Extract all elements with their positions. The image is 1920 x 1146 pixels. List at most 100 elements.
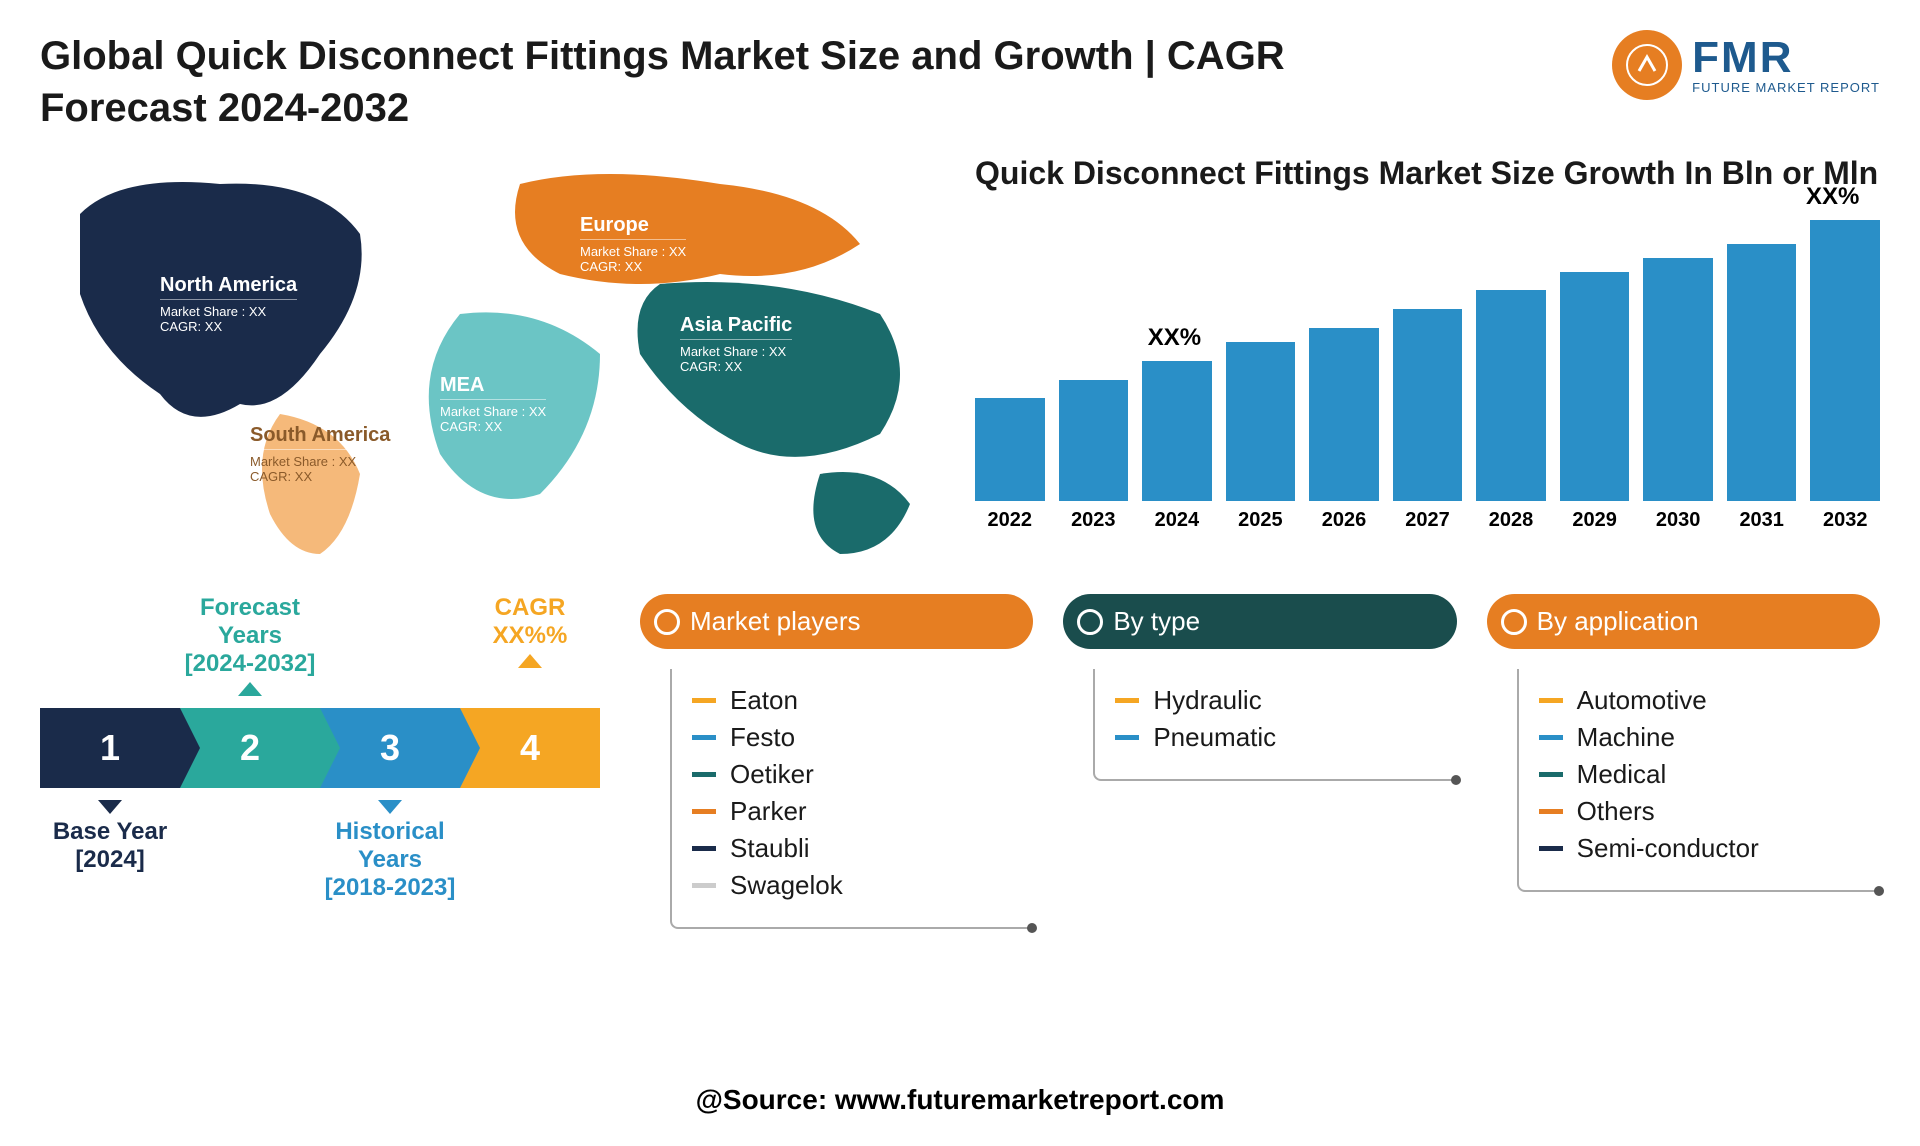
bar-chart: 2022 2023 2024 2025 2026 2027 2028 2029 … [975, 212, 1880, 532]
category-list: AutomotiveMachineMedicalOthersSemi-condu… [1517, 669, 1880, 892]
bottom-row: Forecast Years[2024-2032]CAGRXX%% 1234 B… [40, 594, 1880, 929]
dash-icon [692, 698, 716, 703]
category-by-type: By type Hydraulic Pneumatic [1063, 594, 1456, 929]
bar [1643, 258, 1713, 502]
bar-2031: 2031 [1727, 244, 1797, 533]
tl-sub: [2024] [40, 846, 180, 874]
item-label: Staubli [730, 833, 810, 864]
region-label-asia-pacific: Asia Pacific Market Share : XX CAGR: XX [680, 314, 792, 374]
arrow-up-icon [518, 654, 542, 668]
category-list: Eaton Festo Oetiker Parker Staubli Swagelok [670, 669, 1033, 929]
region-name: Europe [580, 214, 686, 240]
bar-year-label: 2029 [1572, 509, 1617, 532]
bar-year-label: 2024 [1155, 509, 1200, 532]
dash-icon [692, 735, 716, 740]
region-cagr: CAGR: XX [250, 469, 390, 484]
list-item: Semi-conductor [1539, 833, 1880, 864]
region-label-europe: Europe Market Share : XX CAGR: XX [580, 214, 686, 274]
item-label: Eaton [730, 685, 798, 716]
region-share: Market Share : XX [250, 454, 390, 469]
top-row: North America Market Share : XX CAGR: XX… [40, 154, 1880, 554]
tl-title: Forecast Years [180, 594, 320, 650]
item-label: Oetiker [730, 759, 814, 790]
region-cagr: CAGR: XX [580, 259, 686, 274]
tl-title: Historical Years [320, 818, 460, 874]
header: Global Quick Disconnect Fittings Market … [40, 30, 1880, 134]
region-share: Market Share : XX [580, 244, 686, 259]
bar [1727, 244, 1797, 502]
dash-icon [1539, 772, 1563, 777]
list-item: Staubli [692, 833, 1033, 864]
dash-icon [1115, 735, 1139, 740]
region-share: Market Share : XX [680, 344, 792, 359]
list-item: Others [1539, 796, 1880, 827]
dash-icon [692, 883, 716, 888]
logo-text: FMR FUTURE MARKET REPORT [1692, 36, 1880, 95]
item-label: Festo [730, 722, 795, 753]
bar-year-label: 2030 [1656, 509, 1701, 532]
bar-2023: 2023 [1059, 380, 1129, 533]
bar [1476, 290, 1546, 501]
dash-icon [1539, 809, 1563, 814]
dash-icon [692, 809, 716, 814]
timeline: Forecast Years[2024-2032]CAGRXX%% 1234 B… [40, 594, 600, 902]
logo-icon [1612, 30, 1682, 100]
list-item: Eaton [692, 685, 1033, 716]
timeline-label-2: Forecast Years[2024-2032] [180, 594, 320, 700]
item-label: Swagelok [730, 870, 843, 901]
item-label: Hydraulic [1153, 685, 1261, 716]
category-header: By type [1063, 594, 1456, 649]
bar-2028: 2028 [1476, 290, 1546, 532]
bar [1309, 328, 1379, 501]
tl-sub: [2018-2023] [320, 874, 460, 902]
timeline-label-4: CAGRXX%% [460, 594, 600, 700]
bar-chart-section: Quick Disconnect Fittings Market Size Gr… [975, 154, 1880, 554]
bar [1059, 380, 1129, 502]
map-svg [40, 154, 940, 554]
arrow-down-icon [378, 800, 402, 814]
bar-2027: 2027 [1393, 309, 1463, 532]
tl-sub: [2024-2032] [180, 650, 320, 678]
bar-year-label: 2025 [1238, 509, 1283, 532]
tl-title: Base Year [40, 818, 180, 846]
dash-icon [1115, 698, 1139, 703]
list-item: Festo [692, 722, 1033, 753]
bar-year-label: 2023 [1071, 509, 1116, 532]
bar [1142, 361, 1212, 502]
bar-year-label: 2027 [1405, 509, 1450, 532]
bar-2024: 2024 [1142, 361, 1212, 533]
region-label-mea: MEA Market Share : XX CAGR: XX [440, 374, 546, 434]
region-label-south-america: South America Market Share : XX CAGR: XX [250, 424, 390, 484]
bar-2032: 2032 [1810, 220, 1880, 532]
dash-icon [692, 772, 716, 777]
bar [1810, 220, 1880, 501]
bar-year-label: 2032 [1823, 509, 1868, 532]
region-name: Asia Pacific [680, 314, 792, 340]
categories: Market playersEatonFestoOetikerParkerSta… [640, 594, 1880, 929]
bar-year-label: 2028 [1489, 509, 1534, 532]
arrow-up-icon [238, 682, 262, 696]
timeline-label-1: Base Year[2024] [40, 796, 180, 902]
region-name: North America [160, 274, 297, 300]
arrow-down-icon [98, 800, 122, 814]
dash-icon [692, 846, 716, 851]
tl-title: CAGR [460, 594, 600, 622]
item-label: Parker [730, 796, 807, 827]
region-share: Market Share : XX [440, 404, 546, 419]
chevron-2: 2 [180, 708, 320, 788]
bar-2022: 2022 [975, 398, 1045, 532]
item-label: Others [1577, 796, 1655, 827]
page-title: Global Quick Disconnect Fittings Market … [40, 30, 1340, 134]
category-by-application: By applicationAutomotiveMachineMedicalOt… [1487, 594, 1880, 929]
bar [1226, 342, 1296, 501]
chart-annotation: XX% [1148, 324, 1201, 352]
list-item: Oetiker [692, 759, 1033, 790]
tl-sub: XX%% [460, 622, 600, 650]
bar [1560, 272, 1630, 502]
chevron-4: 4 [460, 708, 600, 788]
list-item: Hydraulic [1115, 685, 1456, 716]
dash-icon [1539, 846, 1563, 851]
item-label: Automotive [1577, 685, 1707, 716]
chart-title: Quick Disconnect Fittings Market Size Gr… [975, 154, 1880, 192]
item-label: Pneumatic [1153, 722, 1276, 753]
